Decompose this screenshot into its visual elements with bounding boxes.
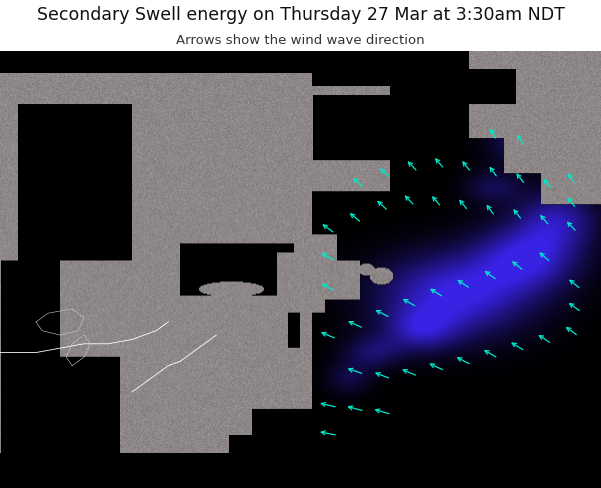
Text: Arrows show the wind wave direction: Arrows show the wind wave direction: [176, 34, 425, 47]
Text: Secondary Swell energy on Thursday 27 Mar at 3:30am NDT: Secondary Swell energy on Thursday 27 Ma…: [37, 5, 564, 23]
